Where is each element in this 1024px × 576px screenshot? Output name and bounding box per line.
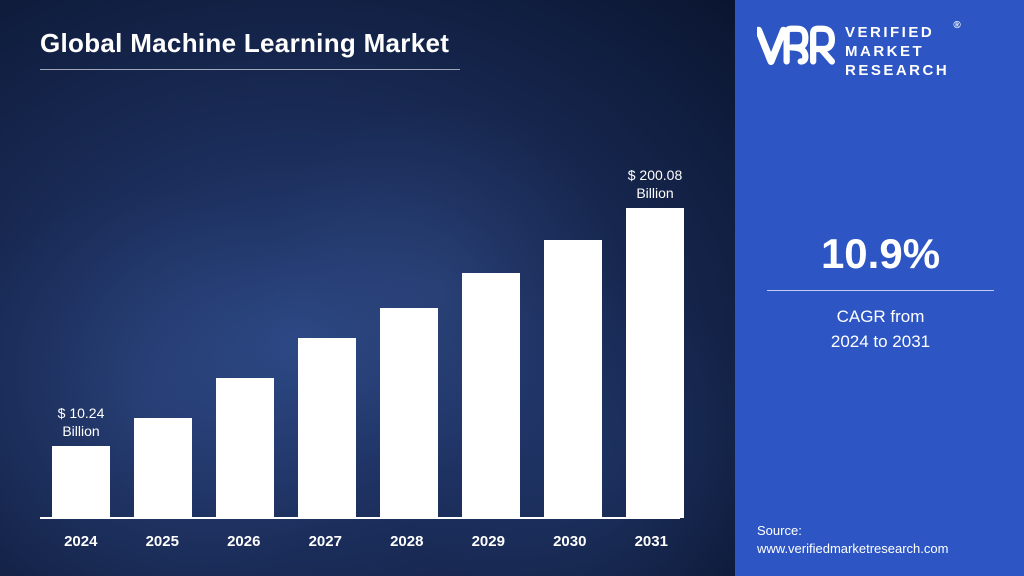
- chart-title: Global Machine Learning Market: [40, 28, 703, 59]
- bar: [298, 338, 356, 518]
- title-underline: [40, 69, 460, 70]
- bar-2026: [216, 378, 274, 518]
- bar: [134, 418, 192, 518]
- bar-2030: [544, 240, 602, 518]
- xlabel: 2025: [134, 533, 192, 550]
- bar-2031: $ 200.08Billion: [626, 167, 684, 518]
- chart-baseline: [40, 517, 680, 519]
- cagr-caption-line: 2024 to 2031: [757, 330, 1004, 355]
- main-chart-panel: Global Machine Learning Market $ 10.24Bi…: [0, 0, 735, 576]
- registered-mark: ®: [953, 20, 963, 33]
- cagr-block: 10.9% CAGR from 2024 to 2031: [757, 230, 1004, 354]
- brand-line: VERIFIED: [845, 24, 949, 43]
- bar: [52, 446, 110, 518]
- source-url: www.verifiedmarketresearch.com: [757, 540, 948, 558]
- source-attribution: Source: www.verifiedmarketresearch.com: [757, 522, 948, 558]
- bar: [626, 208, 684, 518]
- bar-2028: [380, 308, 438, 518]
- source-label: Source:: [757, 522, 948, 540]
- cagr-value: 10.9%: [757, 230, 1004, 278]
- xlabel: 2029: [460, 533, 518, 550]
- bar-label-last: $ 200.08Billion: [628, 167, 683, 202]
- xlabel: 2024: [52, 533, 110, 550]
- cagr-caption-line: CAGR from: [757, 305, 1004, 330]
- bar-2024: $ 10.24Billion: [52, 405, 110, 518]
- bar-label-first: $ 10.24Billion: [58, 405, 105, 440]
- brand-line: RESEARCH: [845, 62, 949, 81]
- bar: [216, 378, 274, 518]
- bar-2027: [298, 338, 356, 518]
- xlabel: 2028: [378, 533, 436, 550]
- cagr-underline: [767, 290, 994, 291]
- cagr-caption: CAGR from 2024 to 2031: [757, 305, 1004, 354]
- vmr-logo-icon: [757, 24, 835, 74]
- brand-line: MARKET: [845, 43, 949, 62]
- bar-2029: [462, 273, 520, 518]
- brand-logo: VERIFIED MARKET RESEARCH ®: [757, 24, 1004, 80]
- bar: [380, 308, 438, 518]
- bar-2025: [134, 418, 192, 518]
- bars-container: $ 10.24Billion $ 200.08Billion: [52, 158, 680, 518]
- xlabel: 2031: [623, 533, 681, 550]
- x-axis-labels: 2024 2025 2026 2027 2028 2029 2030 2031: [52, 533, 680, 550]
- brand-name: VERIFIED MARKET RESEARCH ®: [845, 24, 949, 80]
- side-panel: VERIFIED MARKET RESEARCH ® 10.9% CAGR fr…: [735, 0, 1024, 576]
- xlabel: 2027: [297, 533, 355, 550]
- bar: [462, 273, 520, 518]
- bar: [544, 240, 602, 518]
- xlabel: 2026: [215, 533, 273, 550]
- bar-chart: $ 10.24Billion $ 200.08Billion: [40, 96, 680, 556]
- xlabel: 2030: [541, 533, 599, 550]
